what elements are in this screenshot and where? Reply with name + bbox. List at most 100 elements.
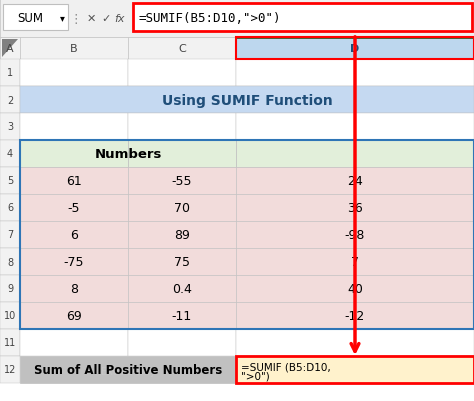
Bar (236, 141, 474, 168)
Text: Numbers: Numbers (94, 148, 162, 160)
Text: Sum of All Positive Numbers: Sum of All Positive Numbers (34, 363, 222, 376)
Text: 8: 8 (70, 282, 78, 295)
Bar (128, 114, 236, 141)
Bar (0, 248, 20, 275)
Bar (20, 60, 128, 87)
Bar (128, 248, 236, 275)
Text: 69: 69 (66, 309, 82, 322)
Bar (128, 60, 236, 87)
Text: 2: 2 (7, 95, 13, 105)
Text: -98: -98 (345, 229, 365, 241)
Bar (133, 4, 472, 32)
Text: -12: -12 (345, 309, 365, 322)
Text: 6: 6 (70, 229, 78, 241)
Bar (0, 60, 20, 87)
Bar (128, 168, 236, 194)
Text: ▾: ▾ (60, 13, 64, 23)
Text: 10: 10 (4, 311, 16, 321)
Text: fx: fx (115, 14, 125, 24)
Bar (20, 141, 474, 329)
Text: D: D (350, 44, 360, 54)
Text: 7: 7 (7, 230, 13, 240)
Bar (128, 302, 236, 329)
Text: 36: 36 (347, 201, 363, 215)
Bar (20, 248, 128, 275)
Bar (20, 275, 128, 302)
Bar (236, 356, 474, 383)
Bar (236, 114, 474, 141)
Bar (0, 141, 20, 168)
Text: ⋮: ⋮ (70, 12, 82, 25)
Text: 9: 9 (7, 284, 13, 294)
Bar (128, 141, 236, 168)
Text: -5: -5 (68, 201, 80, 215)
Text: 6: 6 (7, 203, 13, 213)
Text: 0.4: 0.4 (172, 282, 192, 295)
Bar (128, 275, 236, 302)
Text: 61: 61 (66, 174, 82, 188)
Bar (0, 0, 474, 38)
Text: 89: 89 (174, 229, 190, 241)
Text: ✕: ✕ (86, 14, 96, 24)
Bar (3, 5, 68, 31)
Text: B: B (70, 44, 78, 54)
Bar (20, 168, 128, 194)
Text: -55: -55 (172, 174, 192, 188)
Text: 5: 5 (7, 176, 13, 186)
Text: 1: 1 (7, 68, 13, 78)
Bar (236, 38, 474, 60)
Bar (128, 221, 236, 248)
Text: -75: -75 (64, 255, 84, 268)
Bar (0, 87, 20, 114)
Bar (20, 114, 128, 141)
Bar (0, 302, 20, 329)
Bar (0, 38, 20, 60)
Text: 8: 8 (7, 257, 13, 267)
Bar (20, 194, 128, 221)
Bar (0, 329, 20, 356)
Bar (20, 356, 236, 383)
Bar (236, 194, 474, 221)
Text: Using SUMIF Function: Using SUMIF Function (162, 93, 332, 107)
Bar (0, 114, 20, 141)
Text: 24: 24 (347, 174, 363, 188)
Bar (20, 302, 128, 329)
Bar (128, 194, 236, 221)
Bar (0, 194, 20, 221)
Bar (236, 248, 474, 275)
Bar (20, 141, 128, 168)
Text: 70: 70 (174, 201, 190, 215)
Bar (0, 275, 20, 302)
Polygon shape (2, 40, 18, 58)
Bar (128, 329, 236, 356)
Bar (0, 221, 20, 248)
Bar (236, 329, 474, 356)
Text: 75: 75 (174, 255, 190, 268)
Text: 11: 11 (4, 338, 16, 348)
Text: 12: 12 (4, 365, 16, 375)
Bar (236, 38, 474, 60)
Text: 3: 3 (7, 122, 13, 132)
Text: SUM: SUM (17, 12, 43, 24)
Bar (0, 356, 20, 383)
Bar (236, 275, 474, 302)
Text: -11: -11 (172, 309, 192, 322)
Text: A: A (6, 44, 14, 54)
Text: 7: 7 (351, 255, 359, 268)
Bar (20, 87, 474, 114)
Text: 4: 4 (7, 149, 13, 159)
Text: C: C (178, 44, 186, 54)
Bar (20, 221, 128, 248)
Text: ExcelDemy: ExcelDemy (100, 366, 155, 376)
Bar (236, 221, 474, 248)
Text: ✓: ✓ (101, 14, 111, 24)
Text: =SUMIF(B5:D10,">0"): =SUMIF(B5:D10,">0") (139, 12, 282, 24)
Text: ">0"): ">0") (241, 371, 270, 381)
Bar (0, 38, 474, 60)
Bar (128, 38, 236, 60)
Text: =SUMIF (B5:D10,: =SUMIF (B5:D10, (241, 361, 331, 371)
Bar (236, 60, 474, 87)
Bar (236, 168, 474, 194)
Bar (236, 302, 474, 329)
Bar (20, 329, 128, 356)
